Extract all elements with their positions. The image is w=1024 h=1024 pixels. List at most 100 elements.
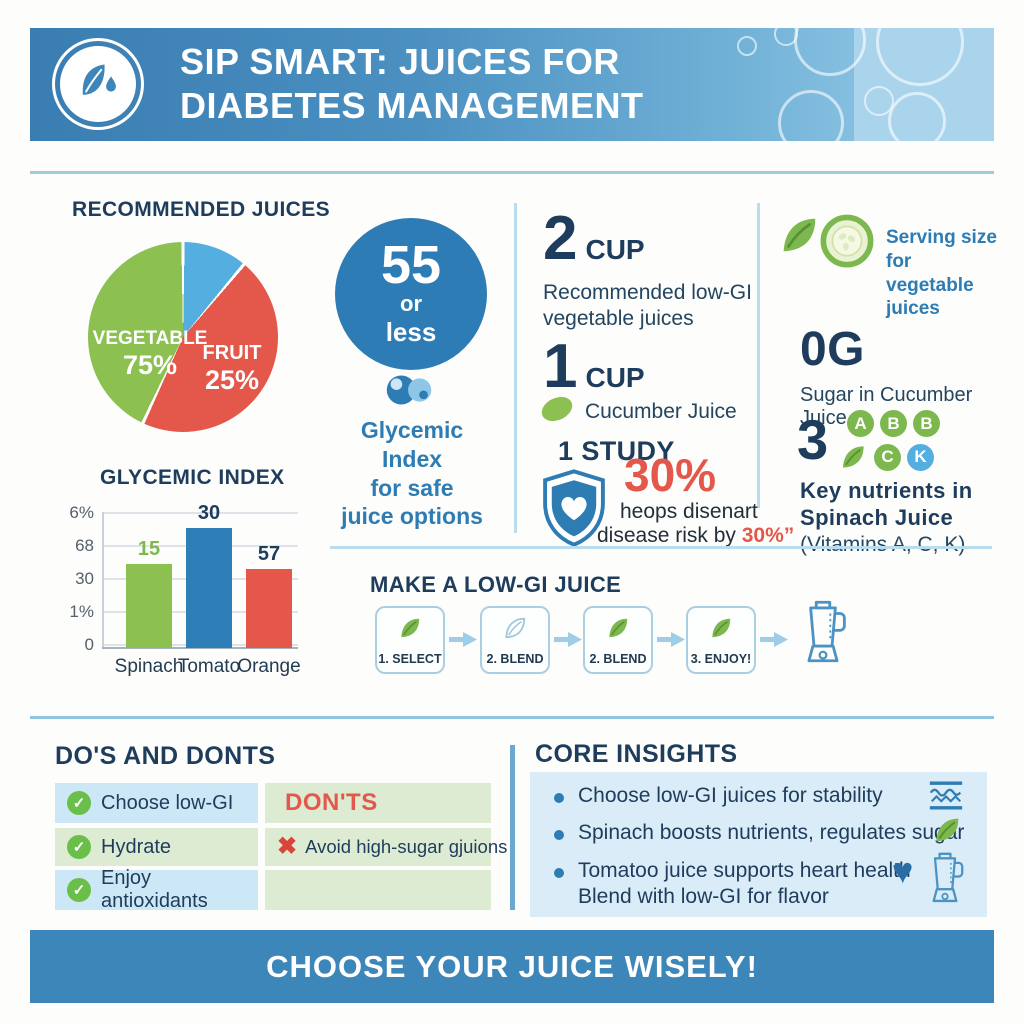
y-tick-3: 1% (69, 602, 94, 621)
x-label-orange: Orange (237, 656, 301, 677)
vitamin-a-badge: A (847, 410, 874, 437)
vitamin-c-badge: C (874, 443, 901, 471)
page-title-line1: SIP SMART: JUICES FOR (180, 41, 620, 82)
study-value: 30% (624, 449, 717, 501)
leaf-icon (776, 212, 822, 258)
nutrients-line2: Spinach Juice (800, 504, 954, 530)
pie-fruit-value: 25% (204, 365, 260, 395)
step-blend-2: 2. BLEND (583, 606, 653, 674)
insight-3-line1: Tomatoo juice supports heart health (578, 859, 911, 882)
study-line2-value: 30%” (741, 524, 795, 547)
dos-donts-heading: DO'S AND DONTS (55, 742, 276, 770)
bar-orange: 57 (246, 543, 292, 648)
stat-2cup-number: 2 (543, 204, 578, 273)
stat-1cup-unit: CUP (585, 362, 645, 393)
step-enjoy: 3. ENJOY! (686, 606, 756, 674)
gi-circles-icon (380, 370, 438, 410)
divider-mid (330, 546, 992, 549)
header-divider (30, 171, 994, 174)
gi-caption-line1: Glycemic Index (360, 417, 464, 472)
stat-1cup-number: 1 (543, 332, 578, 401)
leaf-icon (838, 442, 868, 472)
footer-text: CHOOSE YOUR JUICE WISELY! (266, 948, 758, 984)
do-row-1: ✓ Choose low-GI (55, 783, 258, 823)
study-line2-text: disease risk by (597, 524, 736, 547)
vitamin-b-badge: B (880, 410, 907, 437)
y-tick-0: 6% (69, 503, 94, 522)
y-tick-2: 30 (75, 569, 94, 588)
serving-caption-line1: Serving size for (886, 227, 997, 272)
stat-2cup-unit: CUP (585, 234, 645, 265)
dont-row-1: ✖ Avoid high-sugar gjuions (265, 828, 507, 866)
bullet-dot (554, 793, 564, 803)
sugar-desc: Sugar in Cucumber Juice (800, 384, 973, 429)
study-line2: disease risk by 30%” (597, 524, 794, 548)
glycemic-index-heading: GLYCEMIC INDEX (100, 466, 285, 489)
y-axis-line (102, 512, 104, 648)
gi-55-value: 55 (380, 234, 442, 295)
y-tick-4: 0 (84, 635, 94, 654)
step-select-label: 1. SELECT (378, 652, 442, 666)
sugar-value: 0G (800, 323, 865, 376)
nutrients-desc: Key nutrients in Spinach Juice (Vitamins… (800, 478, 973, 557)
recommended-juices-heading: RECOMMENDED JUICES (72, 198, 331, 221)
nutrients-number: 3 (797, 408, 829, 471)
leaf-icon (931, 814, 963, 846)
vitamin-badges-row2: C K (838, 442, 934, 472)
leaf-icon (708, 615, 734, 641)
pie-vegetable-label: VEGETABLE (92, 328, 208, 349)
bar-spinach: 15 (126, 538, 172, 648)
do-row-2: ✓ Hydrate (55, 828, 258, 866)
serving-caption-line2: vegetable juices (886, 274, 974, 320)
insight-1: Choose low-GI juices for stability (578, 784, 883, 807)
do-label-1: Choose low-GI (101, 791, 234, 814)
stat-2cup: 2 CUP (543, 204, 645, 273)
x-icon: ✖ (277, 833, 298, 860)
insights-accent-bar (510, 745, 515, 910)
dont-row-2-empty (265, 870, 491, 910)
x-label-tomato: Tomato (177, 656, 241, 677)
divider-bottom (30, 716, 994, 719)
bullet-dot (554, 830, 564, 840)
header-banner: SIP SMART: JUICES FOR DIABETES MANAGEMEN… (30, 28, 994, 141)
heart-icon: ♥ (892, 850, 914, 891)
page-title-line2: DIABETES MANAGEMENT (180, 85, 644, 127)
study-heading: 1 STUDY (558, 436, 675, 466)
arrow-right-icon (657, 631, 685, 648)
vitamin-b2-badge: B (913, 410, 940, 437)
step-blend-1-label: 2. BLEND (486, 652, 544, 666)
step-select: 1. SELECT (375, 606, 445, 674)
cucumber-icon (820, 214, 874, 268)
dont-label-1: Avoid high-sugar gjuions (305, 836, 508, 857)
divider-col2-col3 (514, 203, 517, 533)
study-line1: heops disenart (620, 500, 758, 523)
nutrients-line3: (Vitamins A, C, K) (800, 532, 966, 556)
blender-icon (923, 852, 967, 910)
do-label-3: Enjoy antioxidants (101, 867, 208, 912)
leaf-icon (397, 615, 423, 641)
pie-fruit-label: FRUIT (202, 342, 262, 364)
leaf-droplet-icon (72, 58, 124, 110)
recommended-juices-pie-chart: VEGETABLE 75% FRUIT 25% (88, 242, 278, 432)
step-blend-2-label: 2. BLEND (589, 652, 647, 666)
check-icon: ✓ (67, 878, 91, 902)
page-title: SIP SMART: JUICES FOR DIABETES MANAGEMEN… (180, 40, 644, 129)
pie-vegetable-value: 75% (122, 349, 178, 380)
nutrients-line1: Key nutrients in (800, 478, 973, 503)
insight-2: Spinach boosts nutrients, regulates suga… (578, 821, 965, 844)
glycemic-index-bar-chart: 6% 68 30 1% 0 15 30 57 Spinach Tomato Or… (58, 498, 300, 683)
step-enjoy-label: 3. ENJOY! (690, 652, 752, 666)
serving-caption: Serving size for vegetable juices (886, 226, 1006, 321)
vitamin-k-badge: K (907, 443, 934, 471)
bar-spinach-value: 15 (137, 538, 161, 560)
gi-caption-line2: for safe (370, 474, 454, 501)
gi-caption-line3: juice options (341, 503, 483, 530)
arrow-right-icon (760, 631, 788, 648)
leaf-outline-icon (502, 615, 528, 641)
blender-icon (796, 600, 850, 672)
bar-tomato: 30 (186, 502, 232, 648)
leaf-icon (605, 615, 631, 641)
x-label-spinach: Spinach (114, 656, 184, 677)
gi-caption: Glycemic Index for safe juice options (328, 416, 496, 531)
